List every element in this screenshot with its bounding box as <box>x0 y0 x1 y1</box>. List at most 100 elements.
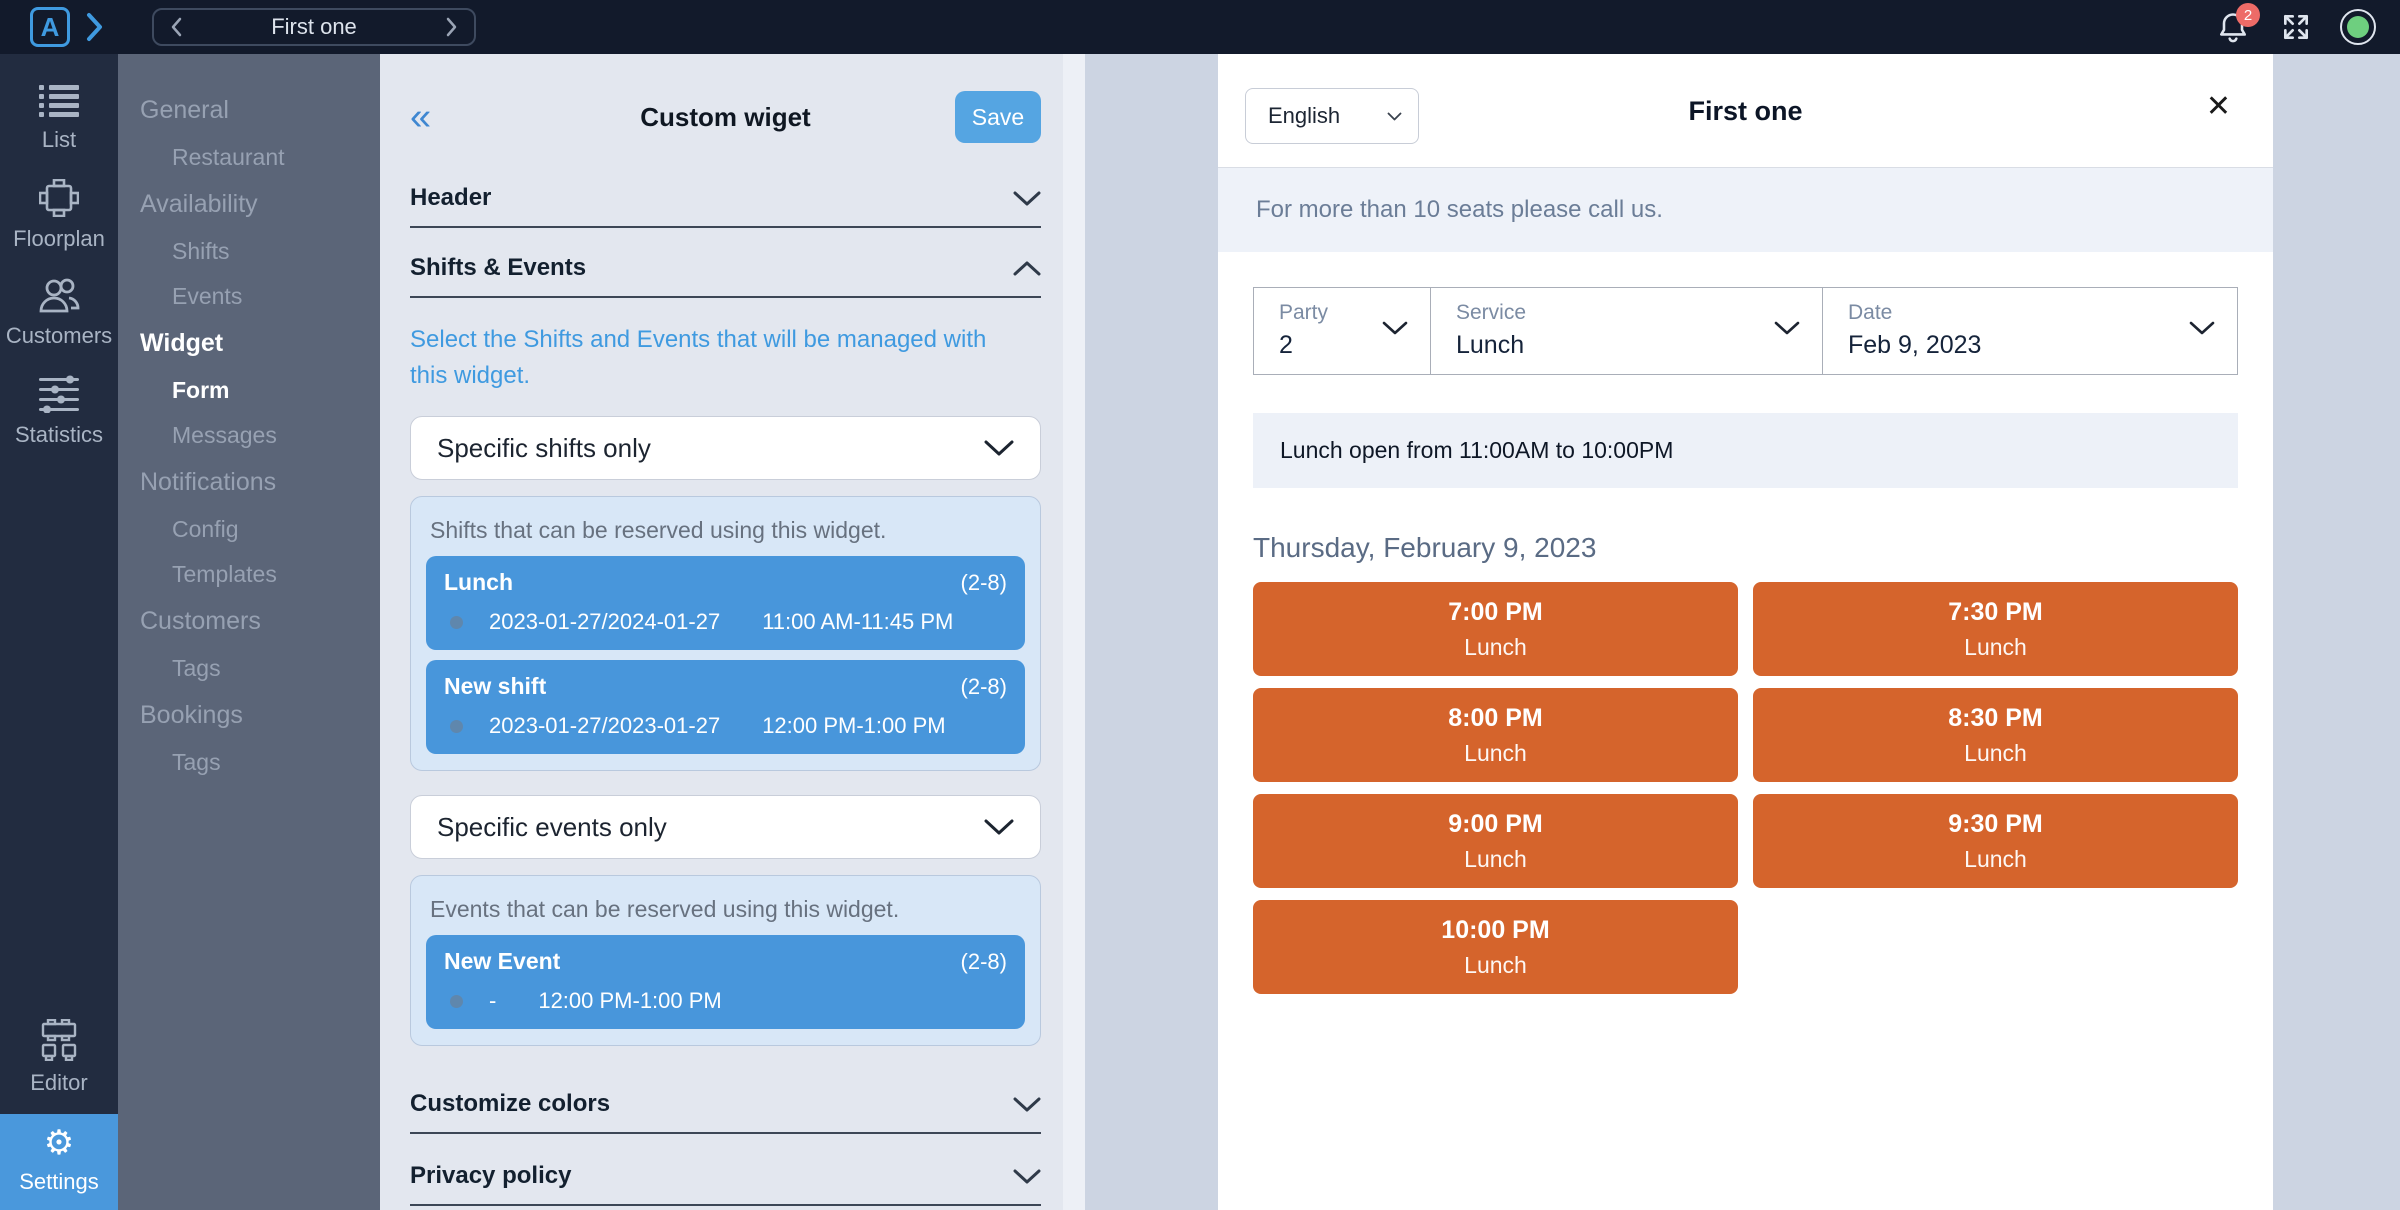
editor-header: « Custom wiget Save <box>410 90 1041 144</box>
time-slot-button[interactable]: 9:00 PM Lunch <box>1253 794 1738 888</box>
notifications-bell-icon[interactable]: 2 <box>2214 3 2260 47</box>
collapse-panel-icon[interactable]: « <box>410 96 432 138</box>
prev-venue-icon[interactable] <box>170 17 182 37</box>
time-slot-button[interactable]: 10:00 PM Lunch <box>1253 900 1738 994</box>
chevron-down-icon <box>984 440 1014 456</box>
nav-label: Settings <box>19 1169 99 1194</box>
menu-item-templates[interactable]: Templates <box>172 561 277 587</box>
menu-item-customer-tags[interactable]: Tags <box>172 655 221 681</box>
time-slot-button[interactable]: 7:30 PM Lunch <box>1753 582 2238 676</box>
shifts-mode-value: Specific shifts only <box>437 432 651 463</box>
section-label: Customize colors <box>410 1090 611 1117</box>
top-bar: A First one 2 <box>0 0 2400 54</box>
save-button[interactable]: Save <box>955 91 1041 143</box>
logo-letter: A <box>40 11 60 42</box>
event-capacity: (2-8) <box>960 948 1007 974</box>
shift-dates: 2023-01-27/2023-01-27 <box>489 713 721 738</box>
menu-item-form[interactable]: Form <box>172 377 230 403</box>
chevron-down-icon <box>1774 321 1800 335</box>
language-select[interactable]: English <box>1245 88 1419 144</box>
nav-item-customers[interactable]: Customers <box>0 278 118 349</box>
shift-name: New shift <box>444 673 547 699</box>
editor-scrollbar[interactable] <box>1063 54 1085 1210</box>
nav-item-settings[interactable]: ⚙ Settings <box>0 1114 118 1210</box>
menu-item-messages[interactable]: Messages <box>172 422 277 448</box>
shift-card-lunch[interactable]: Lunch (2-8) 2023-01-27/2024-01-27 11:00 … <box>426 556 1025 650</box>
time-slot-grid: 7:00 PM Lunch 7:30 PM Lunch 8:00 PM Lunc… <box>1253 582 2238 994</box>
menu-item-general[interactable]: General <box>140 96 229 124</box>
section-customize-colors[interactable]: Customize colors <box>410 1076 1041 1134</box>
menu-item-events[interactable]: Events <box>172 283 243 309</box>
chevron-down-icon <box>1387 112 1402 120</box>
language-value: English <box>1268 103 1341 128</box>
chevron-down-icon <box>984 819 1014 835</box>
event-card-new-event[interactable]: New Event (2-8) - 12:00 PM-1:00 PM <box>426 935 1025 1029</box>
slot-time: 9:00 PM <box>1448 809 1543 838</box>
menu-item-notifications[interactable]: Notifications <box>140 468 277 496</box>
time-slot-button[interactable]: 8:30 PM Lunch <box>1753 688 2238 782</box>
menu-item-booking-tags[interactable]: Tags <box>172 749 221 775</box>
nav-label: List <box>41 127 77 152</box>
section-label: Header <box>410 184 492 211</box>
shifts-mode-dropdown[interactable]: Specific shifts only <box>410 416 1041 480</box>
next-venue-icon[interactable] <box>446 17 458 37</box>
events-list-box: Events that can be reserved using this w… <box>410 875 1041 1046</box>
fullscreen-icon[interactable] <box>2280 11 2312 43</box>
slot-service: Lunch <box>1464 739 1527 766</box>
shift-card-new-shift[interactable]: New shift (2-8) 2023-01-27/2023-01-27 12… <box>426 660 1025 754</box>
nav-item-list[interactable]: List <box>0 84 118 153</box>
date-label: Date <box>1848 301 1893 324</box>
notification-badge: 2 <box>2236 3 2260 27</box>
section-header[interactable]: Header <box>410 170 1041 228</box>
editor-icon <box>41 1019 77 1061</box>
menu-item-bookings[interactable]: Bookings <box>140 701 243 729</box>
date-select[interactable]: Date Feb 9, 2023 <box>1822 288 2237 374</box>
nav-label: Editor <box>30 1070 88 1095</box>
nav-item-floorplan[interactable]: Floorplan <box>0 179 118 252</box>
time-slot-button[interactable]: 9:30 PM Lunch <box>1753 794 2238 888</box>
time-slot-button[interactable]: 7:00 PM Lunch <box>1253 582 1738 676</box>
seats-notice: For more than 10 seats please call us. <box>1218 168 2273 252</box>
nav-item-statistics[interactable]: Statistics <box>0 375 118 448</box>
status-green-dot <box>2347 16 2369 38</box>
close-icon[interactable]: ✕ <box>2205 90 2231 123</box>
section-privacy-policy[interactable]: Privacy policy <box>410 1148 1041 1206</box>
menu-item-config[interactable]: Config <box>172 516 239 542</box>
preview-content: Party 2 Service Lunch Date Feb 9, 2023 L… <box>1218 287 2273 994</box>
menu-item-widget[interactable]: Widget <box>140 329 224 357</box>
time-slot-button[interactable]: 8:00 PM Lunch <box>1253 688 1738 782</box>
customers-icon <box>39 278 80 313</box>
menu-item-restaurant[interactable]: Restaurant <box>172 144 285 170</box>
settings-menu: General Restaurant Availability Shifts E… <box>118 54 380 1210</box>
party-label: Party <box>1279 301 1329 324</box>
slot-time: 7:30 PM <box>1948 597 2043 626</box>
slot-time: 8:30 PM <box>1948 703 2043 732</box>
events-mode-dropdown[interactable]: Specific events only <box>410 795 1041 859</box>
gear-icon: ⚙ <box>43 1124 75 1162</box>
party-select[interactable]: Party 2 <box>1254 288 1430 374</box>
topbar-actions: 2 <box>2214 3 2376 47</box>
shift-capacity: (2-8) <box>960 673 1007 699</box>
shift-time: 11:00 AM-11:45 PM <box>762 609 954 634</box>
service-select[interactable]: Service Lunch <box>1430 288 1822 374</box>
sidebar-expand-icon[interactable] <box>86 12 104 42</box>
chevron-down-icon <box>1382 321 1408 335</box>
nav-rail: List Floorplan Customers Statistics Edit… <box>0 54 118 1210</box>
section-label: Privacy policy <box>410 1162 572 1189</box>
event-name: New Event <box>444 948 561 974</box>
section-shifts-events[interactable]: Shifts & Events <box>410 240 1041 298</box>
shift-dates: 2023-01-27/2024-01-27 <box>489 609 721 634</box>
event-dates: - <box>489 988 497 1013</box>
service-label: Service <box>1456 301 1527 324</box>
slot-service: Lunch <box>1464 633 1527 660</box>
online-status-icon[interactable] <box>2340 9 2376 45</box>
events-note: Events that can be reserved using this w… <box>430 896 900 922</box>
nav-item-editor[interactable]: Editor <box>0 1019 118 1096</box>
chevron-down-icon <box>1013 1097 1041 1111</box>
menu-item-shifts[interactable]: Shifts <box>172 238 230 264</box>
menu-item-availability[interactable]: Availability <box>140 190 258 218</box>
venue-switcher[interactable]: First one <box>152 8 476 46</box>
preview-title: First one <box>1688 95 1803 126</box>
menu-item-customers[interactable]: Customers <box>140 607 261 635</box>
app-logo-icon[interactable]: A <box>30 7 70 47</box>
